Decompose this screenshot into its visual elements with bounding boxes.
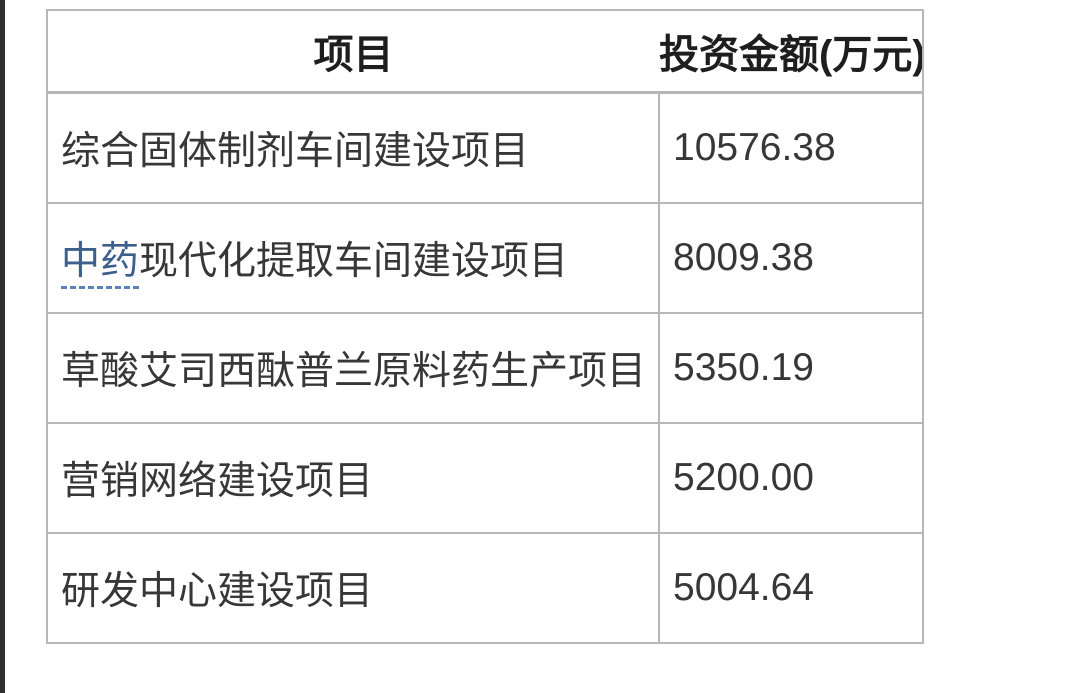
investment-table: 项目 投资金额(万元) 综合固体制剂车间建设项目 10576.38 中药现代化提… <box>46 9 924 644</box>
amount-cell: 5350.19 <box>658 312 924 424</box>
amount-cell: 10576.38 <box>658 91 924 204</box>
amount-cell: 5004.64 <box>658 532 924 644</box>
table-row: 营销网络建设项目 5200.00 <box>46 422 924 534</box>
amount-cell: 8009.38 <box>658 202 924 314</box>
table-row: 中药现代化提取车间建设项目 8009.38 <box>46 202 924 314</box>
project-text: 草酸艾司西酞普兰原料药生产项目 <box>61 350 647 393</box>
project-text: 现代化提取车间建设项目 <box>139 240 569 283</box>
zhongyao-term-link[interactable]: 中药 <box>61 240 140 289</box>
col-header-amount: 投资金额(万元) <box>659 10 923 94</box>
project-cell: 综合固体制剂车间建设项目 <box>46 91 660 204</box>
table-row: 综合固体制剂车间建设项目 10576.38 <box>46 91 924 204</box>
left-edge-bar <box>0 0 5 693</box>
col-header-project: 项目 <box>47 10 659 94</box>
project-text: 营销网络建设项目 <box>61 460 374 503</box>
project-cell: 研发中心建设项目 <box>46 532 660 644</box>
header-row: 项目 投资金额(万元) <box>47 10 923 94</box>
project-text: 研发中心建设项目 <box>61 570 374 613</box>
table-row: 研发中心建设项目 5004.64 <box>46 532 924 644</box>
table-row: 草酸艾司西酞普兰原料药生产项目 5350.19 <box>46 312 924 424</box>
project-cell: 草酸艾司西酞普兰原料药生产项目 <box>46 312 660 424</box>
project-cell: 营销网络建设项目 <box>46 422 660 534</box>
amount-cell: 5200.00 <box>658 422 924 534</box>
project-text: 综合固体制剂车间建设项目 <box>61 130 530 173</box>
project-cell: 中药现代化提取车间建设项目 <box>46 202 660 314</box>
investment-table-container: 项目 投资金额(万元) 综合固体制剂车间建设项目 10576.38 中药现代化提… <box>46 9 924 644</box>
